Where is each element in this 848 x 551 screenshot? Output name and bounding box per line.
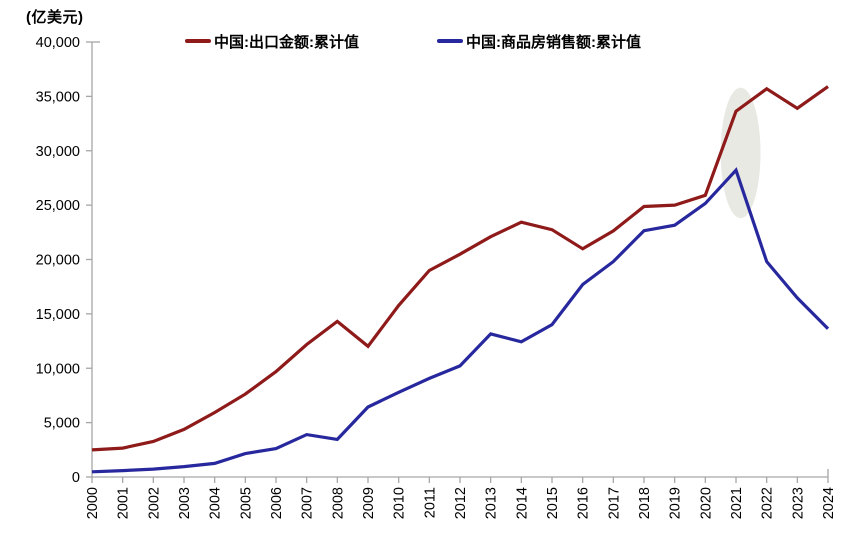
legend-label-housing: 中国:商品房销售额:累计值	[466, 33, 641, 51]
x-axis-tick-label: 2018	[637, 487, 653, 519]
legend-swatch-blue-line	[437, 39, 463, 43]
x-axis-tick-label: 2012	[453, 487, 469, 519]
x-axis-tick-label: 2017	[606, 487, 622, 519]
x-axis-tick-label: 2008	[330, 487, 346, 519]
x-axis-tick-label: 2004	[208, 487, 224, 519]
x-axis-tick-label: 2020	[698, 487, 714, 519]
legend-item-housing: 中国:商品房销售额:累计值	[437, 30, 641, 52]
legend-item-exports: 中国:出口金额:累计值	[185, 30, 359, 52]
x-axis-tick-label: 2005	[238, 487, 254, 519]
series-line-exports	[91, 85, 829, 452]
y-axis-tick-label: 5,000	[44, 416, 80, 432]
x-axis-tick-label: 2013	[484, 487, 500, 519]
y-axis-tick-label: 25,000	[36, 198, 80, 214]
y-axis-tick-label: 35,000	[36, 89, 80, 105]
y-axis-tick-label: 10,000	[36, 361, 80, 377]
x-axis-tick-label: 2009	[361, 487, 377, 519]
x-axis-tick-label: 2014	[514, 487, 530, 519]
legend-label-exports: 中国:出口金额:累计值	[214, 33, 359, 51]
x-axis-tick-label: 2001	[116, 487, 132, 519]
x-axis-tick-label: 2000	[85, 487, 101, 519]
x-axis-tick-label: 2024	[821, 487, 837, 519]
y-axis-tick-label: 15,000	[36, 307, 80, 323]
y-axis-tick-label: 20,000	[36, 253, 80, 269]
axis-unit-label: (亿美元)	[26, 9, 84, 26]
x-axis-tick-label: 2021	[729, 487, 745, 519]
series-line-housing	[91, 167, 830, 474]
x-axis-tick-label: 2003	[177, 487, 193, 519]
x-axis-tick-label: 2023	[790, 487, 806, 519]
x-axis-tick-label: 2006	[269, 487, 285, 519]
x-axis-tick-label: 2022	[760, 487, 776, 519]
y-axis-tick-label: 40,000	[36, 35, 80, 51]
x-axis-tick-label: 2002	[146, 487, 162, 519]
y-axis-tick-label: 0	[72, 470, 80, 486]
x-axis-tick-label: 2011	[422, 487, 438, 518]
y-axis-tick-label: 30,000	[36, 144, 80, 160]
x-axis-tick-label: 2019	[668, 487, 684, 519]
x-axis-tick-label: 2007	[300, 487, 316, 519]
x-axis-tick-label: 2015	[545, 487, 561, 519]
highlight-ellipse-2021	[720, 87, 761, 219]
x-axis-tick-label: 2016	[576, 487, 592, 519]
legend-swatch-red-line	[185, 39, 211, 43]
chart-legend: 中国:出口金额:累计值 中国:商品房销售额:累计值	[0, 30, 848, 52]
x-axis-tick-label: 2010	[392, 487, 408, 519]
